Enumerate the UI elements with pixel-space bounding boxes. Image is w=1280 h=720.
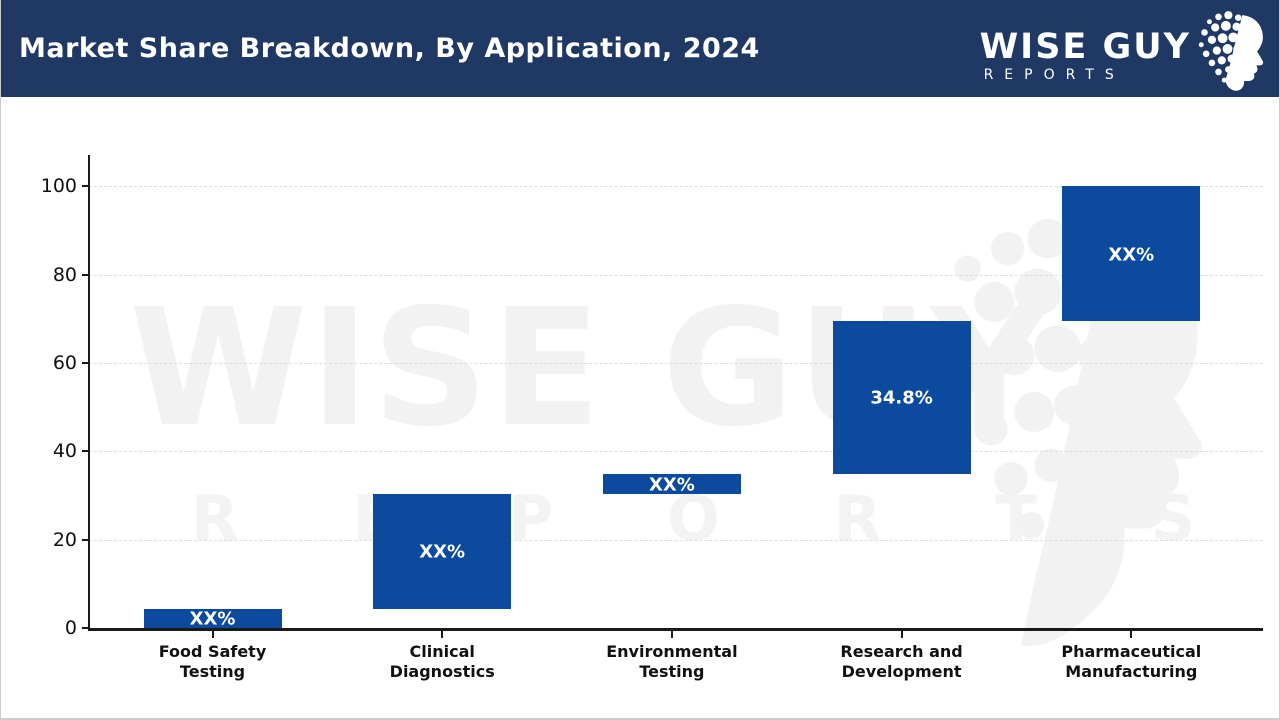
x-category-label: Clinical Diagnostics bbox=[389, 642, 495, 681]
y-gridline bbox=[89, 363, 1263, 365]
y-tick-label: 40 bbox=[52, 440, 77, 463]
y-gridline bbox=[89, 451, 1263, 453]
x-category-label: Food Safety Testing bbox=[158, 642, 267, 681]
brand-name: WISE GUY bbox=[979, 26, 1191, 67]
y-tick-mark bbox=[82, 538, 89, 541]
bar-value-label: XX% bbox=[1108, 244, 1155, 266]
x-category-label: Pharmaceutical Manufacturing bbox=[1061, 642, 1202, 681]
y-tick-label: 100 bbox=[40, 175, 77, 198]
y-gridline bbox=[89, 539, 1263, 541]
bar-value-label: XX% bbox=[648, 474, 695, 496]
x-axis-line bbox=[88, 628, 1263, 631]
bar-environmental-testing bbox=[602, 474, 741, 494]
y-axis-line bbox=[88, 155, 90, 631]
bar-pharmaceutical-manufacturing bbox=[1062, 186, 1201, 321]
y-tick-label: 60 bbox=[52, 352, 77, 375]
bar-food-safety-testing bbox=[143, 608, 282, 628]
face-profile-logo-icon bbox=[1193, 10, 1267, 100]
y-tick-label: 20 bbox=[52, 528, 77, 551]
bar-value-label: 34.8% bbox=[870, 387, 933, 409]
y-tick-label: 0 bbox=[64, 617, 77, 639]
header: Market Share Breakdown, By Application, … bbox=[1, 0, 1279, 97]
x-tick-mark bbox=[670, 631, 673, 638]
chart-area: WISE GUY R E P O R T S 0 20 40 60 80 100 XX% Fo… bbox=[1, 97, 1279, 718]
y-gridline bbox=[89, 274, 1263, 276]
y-gridline bbox=[89, 186, 1263, 188]
x-tick-mark bbox=[441, 631, 444, 638]
bar-clinical-diagnostics bbox=[373, 493, 512, 609]
bar-research-and-development bbox=[832, 320, 971, 475]
x-tick-mark bbox=[211, 631, 214, 638]
x-category-label: Environmental Testing bbox=[606, 642, 738, 681]
bar-value-label: XX% bbox=[189, 608, 236, 630]
y-tick-mark bbox=[82, 362, 89, 365]
x-tick-mark bbox=[1130, 631, 1133, 638]
watermark-face-icon bbox=[921, 207, 1221, 681]
y-tick-label: 80 bbox=[52, 263, 77, 286]
y-tick-mark bbox=[82, 627, 89, 629]
bar-value-label: XX% bbox=[419, 541, 466, 563]
brand-tagline: REPORTS bbox=[983, 66, 1125, 83]
brand-logo: WISE GUY REPORTS bbox=[980, 10, 1267, 100]
x-category-label: Research and Development bbox=[840, 642, 963, 681]
y-tick-mark bbox=[82, 273, 89, 276]
y-tick-mark bbox=[82, 185, 89, 188]
x-tick-mark bbox=[900, 631, 903, 638]
page-title: Market Share Breakdown, By Application, … bbox=[19, 33, 760, 64]
y-tick-mark bbox=[82, 450, 89, 453]
